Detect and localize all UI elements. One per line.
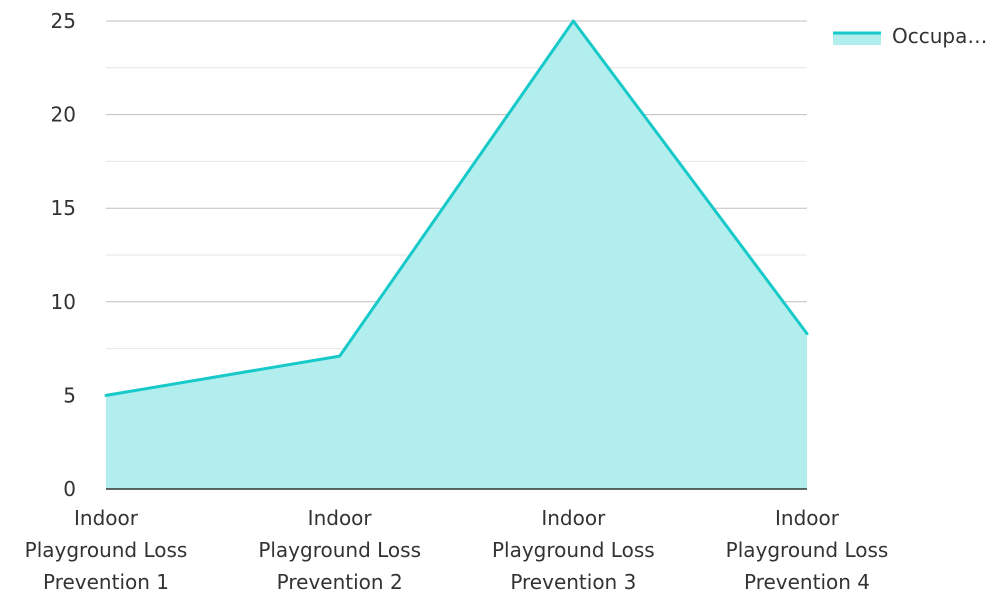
y-tick-label: 0 bbox=[63, 477, 76, 501]
x-tick-label-line: Prevention 3 bbox=[510, 570, 636, 594]
legend-swatch-fill[interactable] bbox=[833, 33, 881, 45]
legend[interactable]: Occupa… bbox=[833, 24, 987, 48]
x-tick-label: Indoor Playground Loss Prevention 3 bbox=[492, 506, 655, 594]
y-tick-label: 25 bbox=[51, 9, 76, 33]
x-tick-label-line: Indoor bbox=[308, 506, 373, 530]
x-tick-label-line: Prevention 2 bbox=[277, 570, 403, 594]
y-tick-label: 15 bbox=[51, 196, 76, 220]
y-tick-label: 10 bbox=[51, 290, 76, 314]
y-tick-label: 5 bbox=[63, 383, 76, 407]
x-tick-label: Indoor Playground Loss Prevention 4 bbox=[726, 506, 889, 594]
x-tick-label-line: Playground Loss bbox=[492, 538, 655, 562]
x-tick-label-line: Indoor bbox=[541, 506, 606, 530]
x-tick-label-line: Playground Loss bbox=[258, 538, 421, 562]
x-tick-label-line: Indoor bbox=[775, 506, 840, 530]
x-tick-label-line: Indoor bbox=[74, 506, 139, 530]
y-tick-label: 20 bbox=[51, 103, 76, 127]
x-tick-label-line: Playground Loss bbox=[726, 538, 889, 562]
x-tick-label-line: Prevention 1 bbox=[43, 570, 169, 594]
x-tick-label-line: Playground Loss bbox=[25, 538, 188, 562]
x-tick-label: Indoor Playground Loss Prevention 1 bbox=[25, 506, 188, 594]
x-tick-label-line: Prevention 4 bbox=[744, 570, 870, 594]
legend-label[interactable]: Occupa… bbox=[892, 24, 987, 48]
x-tick-label: Indoor Playground Loss Prevention 2 bbox=[258, 506, 421, 594]
